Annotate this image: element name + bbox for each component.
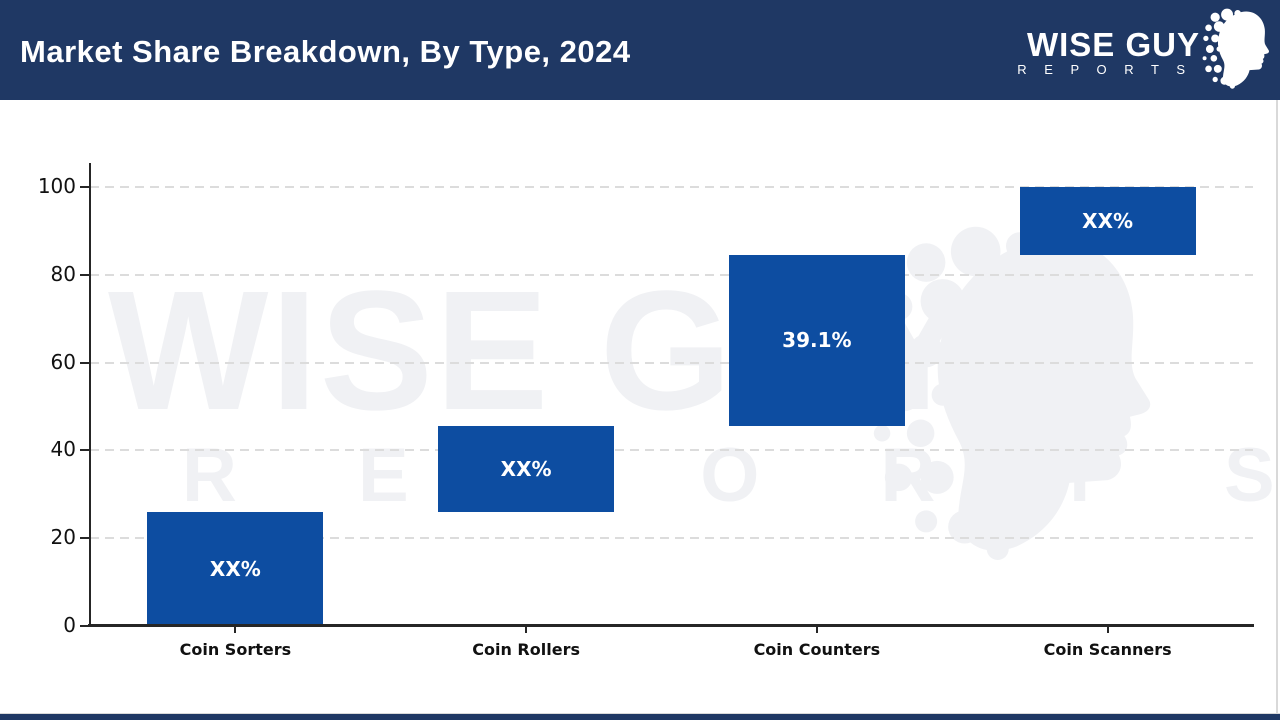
bar-coin-rollers: XX% bbox=[438, 426, 615, 512]
watermark-face-profile-icon bbox=[873, 226, 1151, 560]
bar-value-label: 39.1% bbox=[782, 328, 852, 353]
header-bar: Market Share Breakdown, By Type, 2024 WI… bbox=[0, 0, 1280, 100]
x-axis-label-coin-sorters: Coin Sorters bbox=[179, 640, 292, 659]
gridline-80 bbox=[90, 273, 1253, 276]
gridline-100 bbox=[90, 186, 1253, 188]
y-tick-label-20: 20 bbox=[50, 525, 76, 550]
y-tick-label-0: 0 bbox=[63, 613, 76, 637]
y-axis-spine bbox=[89, 163, 91, 627]
bar-value-label: XX% bbox=[500, 457, 552, 482]
brand-logo: WISE GUY R E P O R T S bbox=[1012, 0, 1272, 100]
bar-value-label: XX% bbox=[209, 556, 261, 581]
x-tick-mark-coin-sorters bbox=[234, 627, 237, 633]
x-axis-label-coin-rollers: Coin Rollers bbox=[472, 640, 580, 659]
y-tick-mark-20 bbox=[80, 537, 90, 540]
y-tick-mark-40 bbox=[80, 449, 90, 452]
bar-value-label: XX% bbox=[1082, 208, 1134, 233]
x-axis-label-coin-counters: Coin Counters bbox=[753, 640, 881, 659]
brand-logo-subtitle: R E P O R T S bbox=[1017, 62, 1192, 77]
footer-bar bbox=[0, 714, 1280, 720]
footer-hairline bbox=[0, 713, 1280, 714]
page-title: Market Share Breakdown, By Type, 2024 bbox=[20, 34, 631, 69]
right-edge-line bbox=[1276, 100, 1278, 714]
y-tick-mark-100 bbox=[80, 186, 90, 188]
gridline-60 bbox=[90, 361, 1253, 364]
y-tick-label-100: 100 bbox=[37, 174, 76, 198]
bar-coin-sorters: XX% bbox=[147, 511, 324, 626]
face-profile-icon bbox=[1202, 8, 1270, 89]
bar-coin-scanners: XX% bbox=[1019, 187, 1196, 255]
x-tick-mark-coin-rollers bbox=[525, 627, 528, 633]
x-axis-label-coin-scanners: Coin Scanners bbox=[1043, 640, 1172, 659]
y-tick-label-40: 40 bbox=[50, 437, 76, 462]
y-tick-label-80: 80 bbox=[50, 261, 76, 286]
x-tick-mark-coin-scanners bbox=[1106, 627, 1109, 633]
brand-logo-wordmark: WISE GUY bbox=[1026, 26, 1200, 63]
x-tick-mark-coin-counters bbox=[815, 627, 818, 633]
y-tick-mark-80 bbox=[80, 273, 90, 276]
gridline-40 bbox=[90, 449, 1253, 452]
y-tick-mark-60 bbox=[80, 361, 90, 364]
y-tick-mark-0 bbox=[80, 625, 90, 627]
y-tick-label-60: 60 bbox=[50, 349, 76, 374]
gridline-20 bbox=[90, 537, 1253, 540]
bar-coin-counters: 39.1% bbox=[728, 254, 905, 427]
x-axis-spine bbox=[88, 624, 1254, 627]
